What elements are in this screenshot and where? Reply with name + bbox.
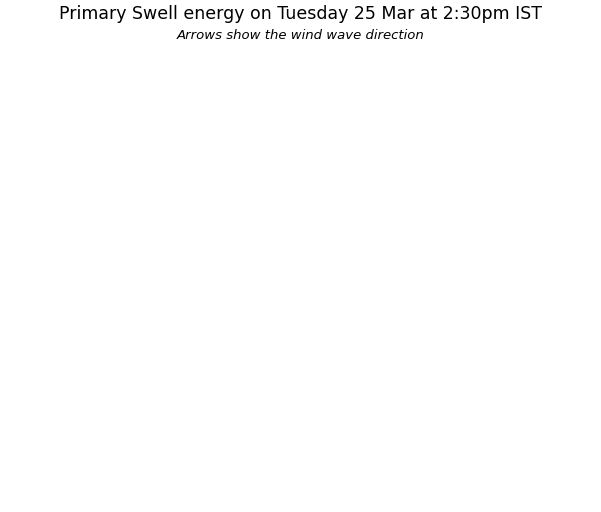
Text: Primary Swell energy on Tuesday 25 Mar at 2:30pm IST: Primary Swell energy on Tuesday 25 Mar a… bbox=[59, 6, 542, 24]
Text: Arrows show the wind wave direction: Arrows show the wind wave direction bbox=[177, 29, 424, 41]
